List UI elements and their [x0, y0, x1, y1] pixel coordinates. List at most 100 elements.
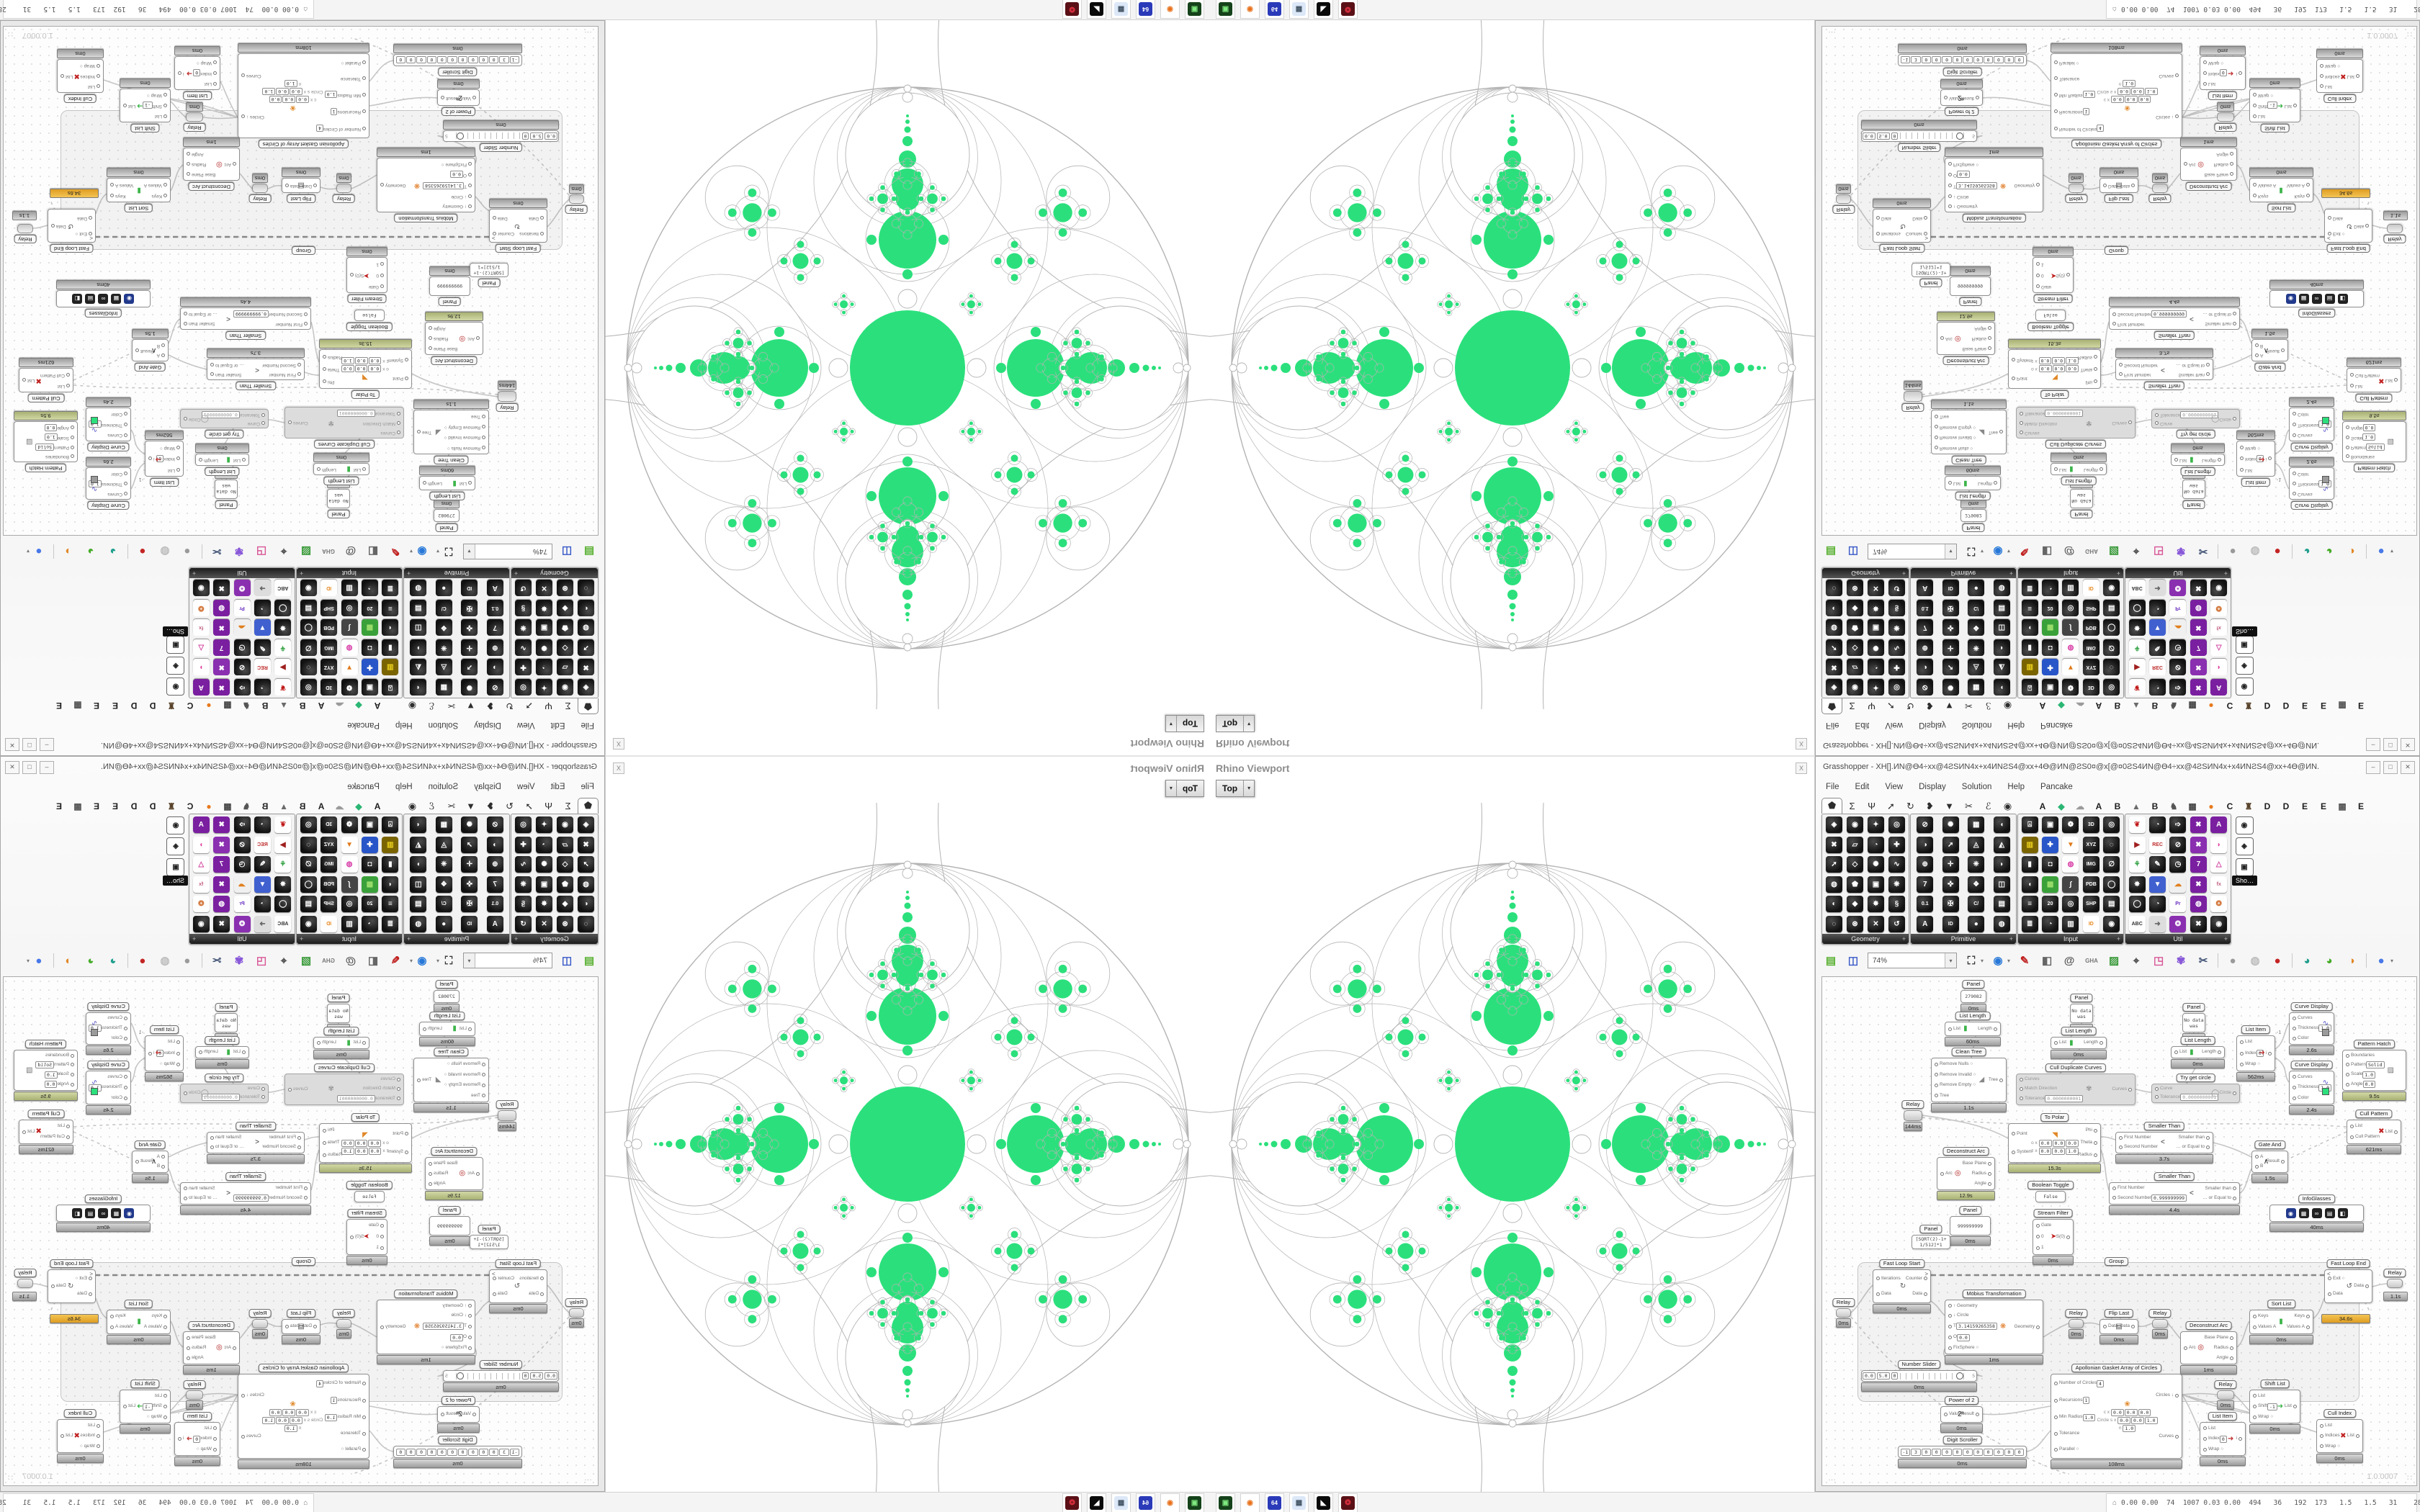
gh-node-flip-last[interactable]: Flip Last Data ▤ Data 0ms — [2099, 1309, 2138, 1344]
gh-node-moebius[interactable]: Möbius Transformation ↑ Geometry ↓ Circle T… — [377, 1290, 475, 1364]
component-icon[interactable]: ✎ — [2149, 639, 2166, 656]
toolbar-sphere-orange-icon[interactable]: ◑ — [65, 954, 72, 967]
tab-plugin-10[interactable]: C — [187, 801, 194, 811]
tray-floppy-64-icon[interactable]: 64 — [1136, 1493, 1155, 1512]
output-port-s-0-[interactable]: S(0) — [349, 272, 364, 278]
output-port-s-0-[interactable]: S(0) — [349, 1234, 364, 1240]
digit-cell[interactable]: 0 — [1973, 56, 1983, 64]
component-icon[interactable]: ✺ — [536, 639, 552, 656]
component-icon[interactable]: 7 — [1917, 876, 1934, 893]
component-icon[interactable]: ❦ — [274, 679, 292, 696]
component-icon[interactable]: ◖ — [382, 876, 399, 893]
tab-category-3[interactable]: ➚ — [1887, 801, 1895, 811]
input-port-curve[interactable]: Curve — [2154, 1086, 2208, 1092]
component-icon[interactable]: ◫ — [410, 619, 427, 636]
overflow-component-icon[interactable]: ◈ — [2235, 657, 2254, 675]
input-port-list[interactable]: List — [164, 467, 182, 473]
component-icon[interactable]: ▣ — [361, 816, 378, 833]
output-port-list[interactable]: List — [122, 1403, 135, 1409]
tab-plugin-6[interactable]: B — [261, 801, 269, 811]
tab-plugin-17[interactable]: E — [56, 701, 63, 711]
digit-cell[interactable]: 0 — [1994, 56, 2004, 64]
component-icon[interactable]: ✸ — [2128, 876, 2146, 893]
component-icon[interactable]: ABC — [2128, 580, 2146, 597]
tab-category-7[interactable]: ✂ — [1965, 801, 1973, 811]
component-icon[interactable]: ➚ — [1942, 659, 1959, 676]
gh-node-list-length-2[interactable]: List Length List ▮ Length 0ms — [2051, 1027, 2107, 1059]
component-icon[interactable]: ⊘ — [486, 816, 503, 833]
value-chip[interactable]: 0.0000000001 — [336, 1094, 375, 1102]
component-icon[interactable]: ◫ — [1993, 876, 2010, 893]
component-icon[interactable]: ❂ — [2210, 896, 2228, 913]
gh-node-digit-scroller[interactable]: Digit Scroller -1 3 0 0 0 0 0 0 0 0 0 0 0ms — [393, 44, 522, 76]
gh-node-flip-last[interactable]: Flip Last Data ▤ Data 0ms — [2099, 168, 2138, 203]
value-chip[interactable]: 0.0 — [450, 1333, 463, 1341]
input-port-color[interactable]: Color — [2291, 1035, 2319, 1041]
output-port-data[interactable]: Data — [1912, 1291, 1929, 1297]
component-icon[interactable]: ◔ — [536, 836, 552, 853]
value-chip[interactable]: Solid — [35, 1061, 55, 1068]
component-icon[interactable]: ❁ — [341, 679, 358, 696]
component-icon[interactable]: ◎ — [341, 599, 358, 616]
component-icon[interactable]: Pr — [2169, 599, 2187, 616]
menu-view[interactable]: View — [516, 721, 535, 729]
input-port-match-direction[interactable]: Match Direction — [2018, 1086, 2083, 1092]
component-icon[interactable]: 20 — [361, 896, 378, 913]
minimize-button[interactable]: – — [2366, 738, 2380, 751]
value-chip[interactable]: 0.0 — [341, 365, 354, 373]
output-port-i[interactable]: i — [2266, 1050, 2273, 1056]
component-icon[interactable]: ∫ — [341, 876, 358, 893]
canvas-corner-grip[interactable]: ∷ — [2407, 30, 2411, 38]
input-port-list[interactable]: List — [233, 456, 247, 463]
output-port-phi[interactable]: Phi — [321, 378, 334, 384]
component-icon[interactable]: ➜ — [254, 580, 271, 597]
gh-node-digit-scroller[interactable]: Digit Scroller -1 3 0 0 0 0 0 0 0 0 0 0 0ms — [1898, 44, 2027, 76]
viewport-close-button[interactable]: X — [613, 738, 624, 750]
output-port-values-a[interactable]: Values A — [2287, 181, 2311, 188]
gh-node-relay-r[interactable]: Relay — [14, 1269, 37, 1288]
gh-node-list-length-1[interactable]: List Length List ▮ Length 60ms — [419, 1012, 475, 1046]
component-icon[interactable]: ◎ — [2103, 679, 2120, 696]
tab-plugin-9[interactable]: ● — [206, 701, 212, 711]
input-port-list[interactable]: List — [145, 113, 169, 119]
output-port-data[interactable]: Data — [491, 215, 508, 221]
gh-node-badge-1-1s[interactable]: 1.1s — [12, 1291, 37, 1301]
component-icon[interactable]: ◗ — [192, 659, 210, 676]
toolbar-zoom-extents-icon[interactable]: ⛶ — [444, 954, 453, 967]
component-icon[interactable]: ◔ — [254, 816, 271, 833]
panel-value[interactable]: False — [362, 312, 377, 318]
toolbar-sphere-blue-icon[interactable]: ● — [2378, 545, 2385, 558]
value-chip[interactable]: 1.0 — [2082, 91, 2096, 99]
component-icon[interactable]: ➩ — [2169, 816, 2187, 833]
gh-node-relay-2[interactable]: Relay 0ms — [2148, 1309, 2172, 1338]
canvas-corner-grip[interactable]: ∷ — [9, 30, 13, 38]
digit-cell[interactable]: -1 — [509, 1448, 520, 1456]
component-icon[interactable]: ◖ — [1993, 679, 2010, 696]
palette-footer-primitive[interactable]: Primitive + — [1911, 568, 2016, 578]
input-port-curves[interactable]: Curves — [2291, 490, 2319, 497]
input-port-index[interactable]: Index 0 — [2238, 1050, 2264, 1057]
output-port-angle[interactable]: Angle — [1974, 325, 1993, 331]
input-port--geometry[interactable]: ↑ Geometry — [423, 1303, 473, 1309]
gh-node-to-polar[interactable]: To Polar Point System ◥ o x 0.0 0.0 0.0 z x 0.0 0.… — [2008, 1113, 2101, 1173]
slider-handle[interactable] — [456, 1372, 464, 1380]
input-port-wrap-[interactable]: Wrap ○ — [80, 63, 102, 68]
component-icon[interactable]: ✎ — [254, 856, 271, 873]
component-icon[interactable]: Pr — [233, 599, 251, 616]
tab-category-8[interactable]: ℰ — [1985, 701, 1991, 711]
component-icon[interactable]: ◈ — [578, 679, 594, 696]
gh-node-boolean-toggle[interactable]: Boolean Toggle False — [2027, 1181, 2074, 1202]
toolbar-mail-at-icon[interactable]: @ — [2063, 954, 2075, 967]
tab-category-0[interactable]: ⬟ — [1821, 798, 1842, 814]
gh-node-infoglasses[interactable]: InfoGlasses ◉ ▦ ∞ ▤ ◧ 40ms — [2269, 1194, 2364, 1232]
digit-cell[interactable]: 0 — [447, 56, 457, 64]
component-icon[interactable]: ✦ — [536, 679, 552, 696]
gh-node-sort-list[interactable]: Sort List Keys Values A ▮ Keys Values A 0ms — [107, 168, 171, 212]
value-chip[interactable]: 0.0 — [2131, 1416, 2144, 1424]
input-port-indices[interactable]: Indices — [80, 1433, 102, 1439]
component-icon[interactable]: ▤ — [2103, 599, 2120, 616]
component-icon[interactable]: ❖ — [1968, 876, 1985, 893]
slider-value-chip[interactable]: 0 — [521, 132, 529, 140]
component-icon[interactable]: ▦ — [435, 679, 452, 696]
